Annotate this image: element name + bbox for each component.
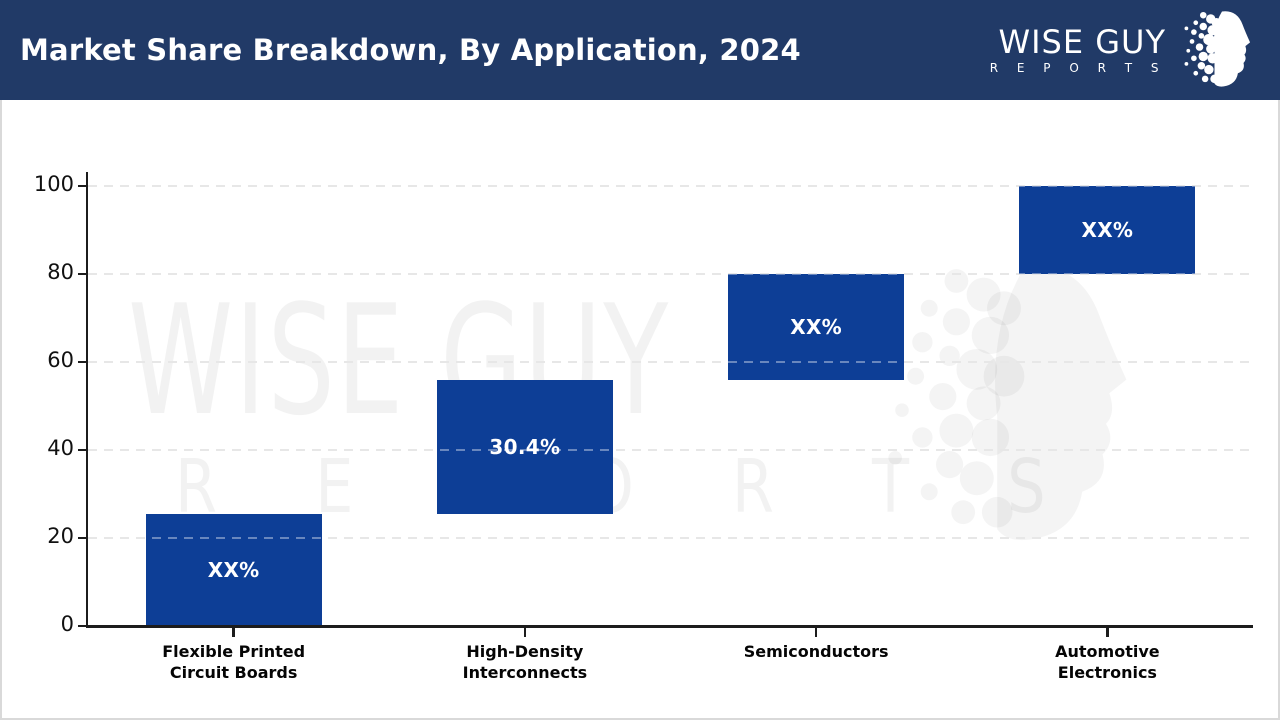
page-title: Market Share Breakdown, By Application, … <box>20 33 801 67</box>
bar-value-label: XX% <box>1081 218 1134 243</box>
gridline <box>88 185 1253 187</box>
header-bar: Market Share Breakdown, By Application, … <box>0 0 1280 100</box>
x-tick-mark <box>523 627 527 637</box>
y-tick-label: 60 <box>47 348 74 372</box>
bar-segment: 30.4% <box>436 380 613 514</box>
y-tick-label: 20 <box>47 524 74 548</box>
bar-segment: XX% <box>145 513 322 626</box>
logo-wordmark: WISE GUY R E P O R T S <box>990 26 1166 74</box>
category-label: Semiconductors <box>743 642 889 661</box>
category-label: Flexible Printed Circuit Boards <box>162 642 306 682</box>
x-tick-mark <box>1106 627 1109 637</box>
gridline-overlay <box>88 273 1253 275</box>
logo-subtitle: R E P O R T S <box>989 61 1166 75</box>
category-label: Automotive Electronics <box>1055 642 1160 682</box>
gridline-overlay <box>88 449 1253 451</box>
gridline-overlay <box>88 185 1253 187</box>
bar-value-label: 30.4% <box>489 434 561 459</box>
gridline <box>88 273 1253 275</box>
y-tick-mark <box>78 185 88 188</box>
gridline <box>88 361 1253 363</box>
y-tick-mark <box>78 625 88 628</box>
dotted-face-logo-icon <box>1160 4 1254 96</box>
wise-guy-reports-logo: WISE GUY R E P O R T S <box>990 4 1254 96</box>
gridline <box>88 449 1253 451</box>
y-tick-mark <box>78 449 88 452</box>
bar-value-label: XX% <box>790 315 843 340</box>
gridline-overlay <box>88 361 1253 363</box>
y-tick-label: 40 <box>47 436 74 460</box>
gridline <box>88 537 1253 539</box>
watermark-face-graphic <box>800 220 1140 584</box>
bar-segment: XX% <box>1019 186 1196 275</box>
y-axis-line <box>85 172 88 628</box>
x-tick-mark <box>232 627 235 637</box>
bar-value-label: XX% <box>207 557 260 582</box>
bar-segment: XX% <box>728 274 905 381</box>
gridline-overlay <box>88 537 1253 539</box>
x-tick-mark <box>814 627 818 637</box>
y-tick-label: 80 <box>47 260 74 284</box>
y-tick-mark <box>78 361 88 364</box>
y-tick-mark <box>78 273 88 276</box>
x-axis-line <box>85 624 1253 628</box>
logo-name: WISE GUY <box>998 23 1166 61</box>
y-tick-label: 0 <box>60 612 74 636</box>
category-label: High-Density Interconnects <box>462 642 588 682</box>
y-tick-mark <box>78 537 88 540</box>
y-tick-label: 100 <box>33 172 74 196</box>
